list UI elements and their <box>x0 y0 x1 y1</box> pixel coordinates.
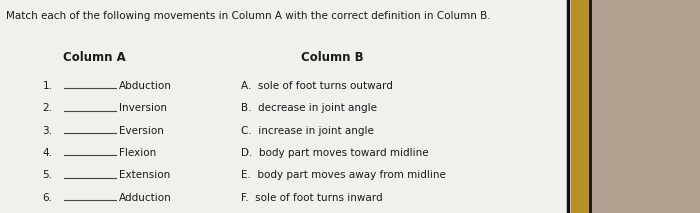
Text: A.  sole of foot turns outward: A. sole of foot turns outward <box>241 81 393 91</box>
Text: 3.: 3. <box>43 126 52 136</box>
Text: 6.: 6. <box>43 193 52 203</box>
Text: 4.: 4. <box>43 148 52 158</box>
Text: C.  increase in joint angle: C. increase in joint angle <box>241 126 374 136</box>
Text: Flexion: Flexion <box>119 148 156 158</box>
Text: Abduction: Abduction <box>119 81 172 91</box>
Text: Extension: Extension <box>119 170 170 180</box>
Text: Match each of the following movements in Column A with the correct definition in: Match each of the following movements in… <box>6 11 490 21</box>
Text: Inversion: Inversion <box>119 103 167 113</box>
Text: 2.: 2. <box>43 103 52 113</box>
Bar <box>570 0 590 213</box>
Text: D.  body part moves toward midline: D. body part moves toward midline <box>241 148 429 158</box>
Text: Column B: Column B <box>301 51 364 64</box>
Text: E.  body part moves away from midline: E. body part moves away from midline <box>241 170 447 180</box>
Text: 5.: 5. <box>43 170 52 180</box>
Text: Adduction: Adduction <box>119 193 172 203</box>
Bar <box>590 0 700 213</box>
Text: F.  sole of foot turns inward: F. sole of foot turns inward <box>241 193 383 203</box>
Text: B.  decrease in joint angle: B. decrease in joint angle <box>241 103 377 113</box>
Text: 1.: 1. <box>43 81 52 91</box>
Text: Column A: Column A <box>63 51 126 64</box>
Text: Eversion: Eversion <box>119 126 164 136</box>
